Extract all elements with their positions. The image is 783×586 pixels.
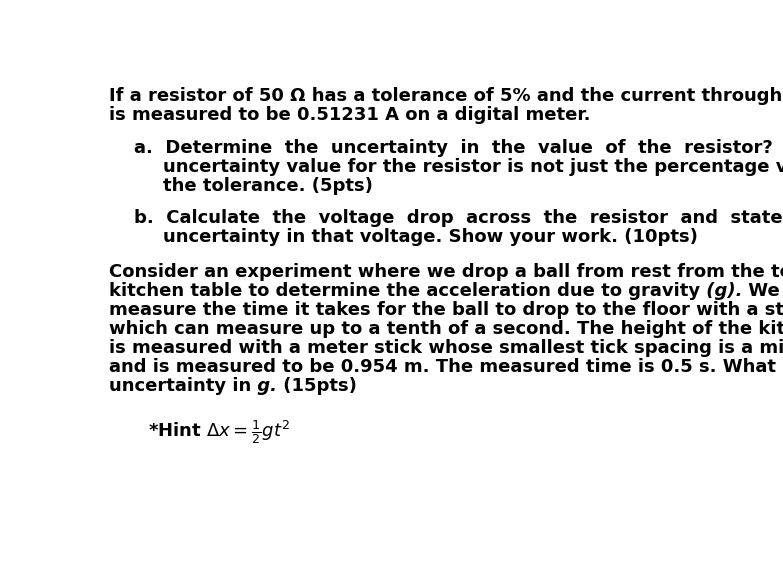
Text: uncertainty in that voltage. Show your work. (10pts): uncertainty in that voltage. Show your w… <box>164 229 698 246</box>
Text: uncertainty value for the resistor is not just the percentage value of: uncertainty value for the resistor is no… <box>164 158 783 176</box>
Text: kitchen table to determine the acceleration due to gravity: kitchen table to determine the accelerat… <box>109 282 700 301</box>
Text: Consider an experiment where we drop a ball from rest from the top of a: Consider an experiment where we drop a b… <box>109 264 783 281</box>
Text: We will: We will <box>742 282 783 301</box>
Text: measure the time it takes for the ball to drop to the floor with a stopwatch: measure the time it takes for the ball t… <box>109 301 783 319</box>
Text: b.  Calculate  the  voltage  drop  across  the  resistor  and  state  the: b. Calculate the voltage drop across the… <box>135 209 783 227</box>
Text: a.  Determine  the  uncertainty  in  the  value  of  the  resistor?  Hint,  the: a. Determine the uncertainty in the valu… <box>135 139 783 157</box>
Text: is measured to be 0.51231 A on a digital meter.: is measured to be 0.51231 A on a digital… <box>109 107 590 124</box>
Text: (g).: (g). <box>700 282 742 301</box>
Text: If a resistor of 50 Ω has a tolerance of 5% and the current through the resistor: If a resistor of 50 Ω has a tolerance of… <box>109 87 783 105</box>
Text: which can measure up to a tenth of a second. The height of the kitchen table: which can measure up to a tenth of a sec… <box>109 321 783 338</box>
Text: the tolerance. (5pts): the tolerance. (5pts) <box>164 177 373 195</box>
Text: (15pts): (15pts) <box>277 377 357 395</box>
Text: is measured with a meter stick whose smallest tick spacing is a millimeter: is measured with a meter stick whose sma… <box>109 339 783 357</box>
Text: g.: g. <box>251 377 277 395</box>
Text: *Hint $\Delta x = \frac{1}{2}gt^2$: *Hint $\Delta x = \frac{1}{2}gt^2$ <box>148 418 290 445</box>
Text: and is measured to be 0.954 m. The measured time is 0.5 s. What is the: and is measured to be 0.954 m. The measu… <box>109 358 783 376</box>
Text: uncertainty in: uncertainty in <box>109 377 251 395</box>
